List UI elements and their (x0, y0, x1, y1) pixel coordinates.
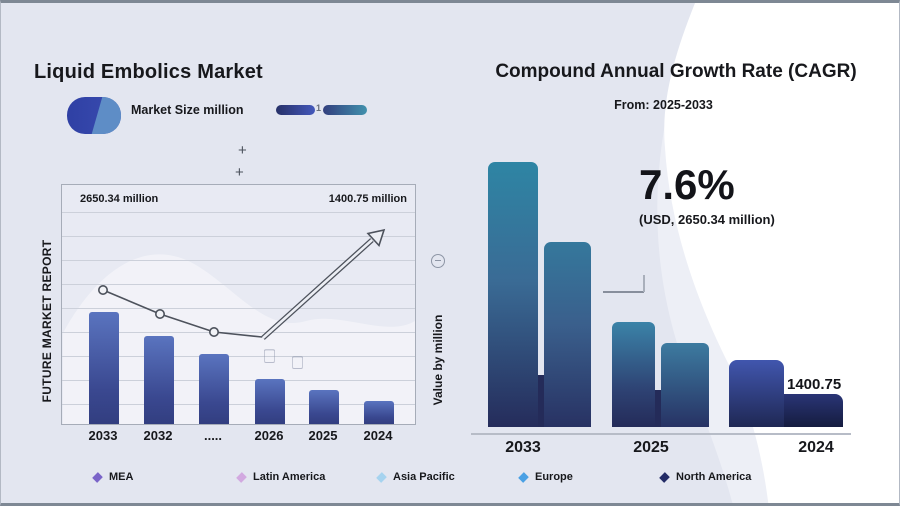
decor-bracket (603, 291, 644, 293)
legend-item-asia-pacific: Asia Pacific (376, 469, 455, 485)
trend-marker (209, 327, 220, 338)
max-value-annotation: 2650.34 million (80, 193, 159, 205)
bar-2025 (309, 390, 339, 424)
page-title: Liquid Embolics Market (34, 61, 263, 83)
background-white-swath (664, 3, 899, 503)
cagr-bar-2024-secondary (784, 394, 843, 427)
legend-item-latin-america: Latin America (236, 469, 326, 485)
cagr-title: Compound Annual Growth Rate (CAGR) (495, 61, 857, 82)
legend-item-europe: Europe (518, 469, 573, 485)
legend-label: Latin America (253, 471, 326, 483)
trend-marker (155, 309, 166, 320)
bar-dots (199, 354, 229, 424)
cagr-bar-2033-secondary (544, 242, 591, 427)
value-label-2024: 1400.75 (787, 376, 842, 393)
min-value-annotation: 1400.75 million (328, 193, 407, 205)
cagr-bar-2024-primary (729, 360, 784, 427)
ratio-separator: 1 (316, 103, 322, 113)
value-axis-label: Value by million (431, 314, 445, 406)
decor-bracket (643, 275, 645, 292)
growth-arrow-head (366, 228, 386, 248)
x-label: 2026 (254, 428, 284, 443)
cagr-bar-2025-secondary (661, 343, 709, 427)
market-size-icon (67, 97, 121, 134)
x-label: 2024 (363, 428, 393, 443)
legend-label: North America (676, 471, 752, 483)
legend-label: Asia Pacific (393, 471, 455, 483)
watermark-window-icon (264, 349, 275, 363)
bar-2032 (144, 336, 174, 424)
watermark-window-icon (292, 356, 303, 369)
diamond-icon (518, 471, 529, 483)
cagr-bar-2033-base (538, 375, 544, 427)
icon-facet (91, 97, 121, 134)
bar-2024 (364, 401, 394, 424)
ratio-pill-left (276, 105, 315, 115)
diamond-icon (92, 471, 103, 483)
cagr-bar-2025-primary (612, 322, 655, 427)
x-label: ..... (203, 428, 223, 443)
diamond-icon (376, 471, 387, 483)
bar-2026 (255, 379, 285, 424)
legend-item-north-america: North America (659, 469, 752, 485)
plus-icon: + (238, 142, 247, 159)
x-label: 2025 (308, 428, 338, 443)
right-x-label: 2025 (633, 439, 669, 456)
right-x-label: 2024 (798, 439, 834, 456)
market-size-label: Market Size million (131, 103, 244, 117)
x-label: 2033 (88, 428, 118, 443)
cagr-bar-2025-base (655, 390, 661, 427)
trend-marker (97, 285, 108, 296)
diamond-icon (659, 471, 670, 483)
right-chart-baseline (471, 433, 851, 435)
market-size-chart: 2650.34 million 1400.75 million (61, 184, 416, 425)
x-label: 2032 (143, 428, 173, 443)
trend-line-overlay (97, 228, 386, 340)
right-x-label: 2033 (505, 439, 541, 456)
ratio-pill-right (323, 105, 367, 115)
future-market-report-watermark: FUTURE MARKET REPORT (40, 239, 54, 403)
cagr-value: 7.6% (639, 161, 735, 208)
legend-item-mea: MEA (92, 469, 134, 485)
legend-label: Europe (535, 471, 573, 483)
minus-circle-icon (431, 254, 445, 268)
cagr-detail: (USD, 2650.34 million) (639, 212, 775, 227)
plus-icon: + (235, 164, 244, 181)
bar-2033 (89, 312, 119, 424)
diamond-icon (236, 471, 247, 483)
cagr-bar-2033-primary (488, 162, 538, 427)
cagr-subtitle: From: 2025-2033 (614, 98, 713, 112)
legend-label: MEA (109, 471, 134, 483)
